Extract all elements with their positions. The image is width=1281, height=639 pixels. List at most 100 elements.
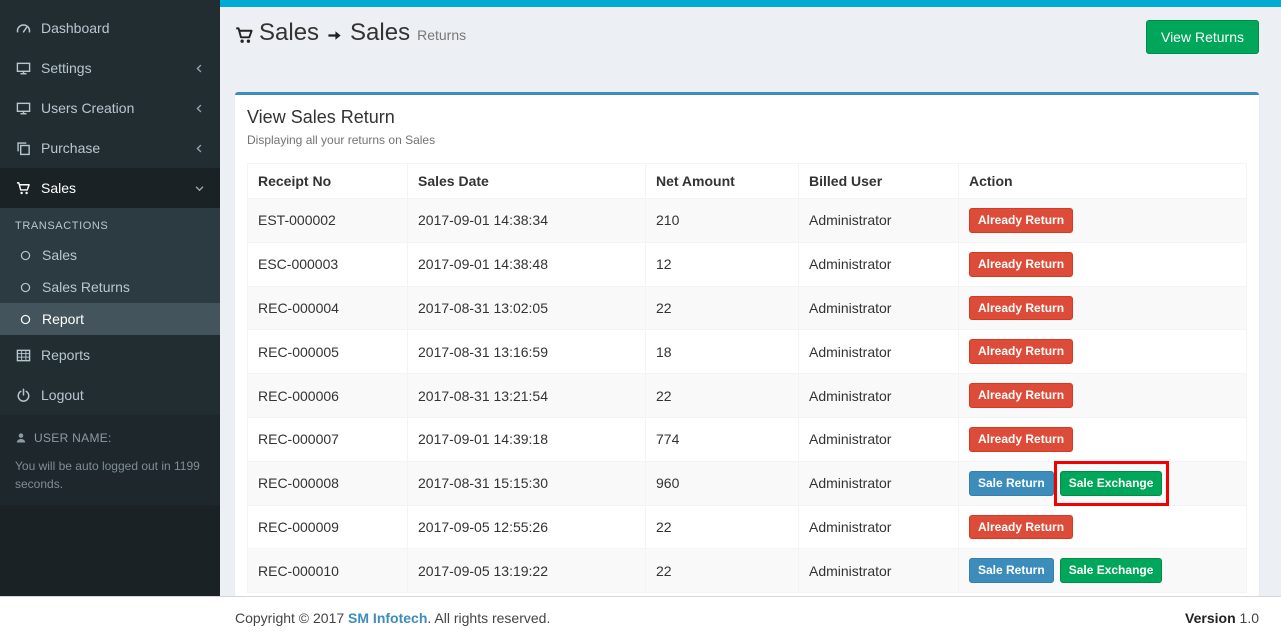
copyright-suffix: . All rights reserved.	[427, 610, 551, 626]
version-info: Version 1.0	[1185, 610, 1259, 626]
sidebar-item-sales[interactable]: Sales	[0, 168, 220, 208]
cell-action: Sale Return Sale Exchange	[958, 548, 1247, 594]
column-header-action: Action	[958, 163, 1247, 199]
cell-sales-date: 2017-08-31 13:21:54	[407, 373, 646, 418]
cell-sales-date: 2017-08-31 15:15:30	[407, 460, 646, 506]
cell-billed-user: Administrator	[798, 198, 959, 243]
cell-net-amount: 22	[645, 504, 799, 550]
cell-action: Already Return	[958, 285, 1247, 331]
arrow-right-icon	[327, 28, 342, 43]
table-icon	[15, 348, 32, 363]
view-returns-button[interactable]: View Returns	[1145, 20, 1259, 54]
table-row: REC-000005 2017-08-31 13:16:59 18 Admini…	[247, 329, 1247, 375]
cell-billed-user: Administrator	[798, 285, 959, 331]
sidebar-item-label: Reports	[41, 347, 91, 363]
cell-action: Already Return	[958, 198, 1247, 243]
column-header-net-amount: Net Amount	[645, 163, 799, 199]
sidebar-item-label: Sales Returns	[42, 279, 130, 295]
company-link[interactable]: SM Infotech	[348, 610, 428, 626]
user-panel: USER NAME: You will be auto logged out i…	[0, 415, 220, 505]
cart-icon	[235, 26, 254, 45]
cell-sales-date: 2017-09-01 14:38:34	[407, 198, 646, 243]
cell-net-amount: 210	[645, 198, 799, 243]
main-area: Sales Sales Returns View Returns View Sa…	[220, 0, 1281, 616]
chevron-left-icon	[194, 143, 205, 154]
sidebar-item-purchase[interactable]: Purchase	[0, 128, 220, 168]
cell-net-amount: 22	[645, 548, 799, 594]
sale-return-button[interactable]: Sale Return	[969, 558, 1054, 584]
cell-billed-user: Administrator	[798, 329, 959, 375]
sidebar-item-label: Logout	[41, 387, 84, 403]
cell-action: Already Return	[958, 329, 1247, 375]
sale-return-button[interactable]: Sale Return	[969, 470, 1054, 496]
sidebar-item-sales-returns[interactable]: Sales Returns	[0, 271, 220, 303]
version-number: 1.0	[1239, 610, 1259, 626]
chevron-left-icon	[194, 103, 205, 114]
card-body: Receipt No Sales Date Net Amount Billed …	[235, 151, 1259, 615]
content: View Sales Return Displaying all your re…	[220, 92, 1281, 616]
body-row: Dashboard Settings Users Creation	[0, 0, 1281, 616]
sidebar-item-dashboard[interactable]: Dashboard	[0, 8, 220, 48]
cell-receipt-no: REC-000005	[247, 329, 408, 375]
cell-receipt-no: REC-000009	[247, 504, 408, 550]
cell-action: Already Return	[958, 416, 1247, 462]
already-return-button[interactable]: Already Return	[969, 514, 1074, 540]
already-return-button[interactable]: Already Return	[969, 208, 1074, 233]
content-header: Sales Sales Returns View Returns	[220, 7, 1281, 54]
sidebar-item-reports[interactable]: Reports	[0, 335, 220, 375]
sales-return-card: View Sales Return Displaying all your re…	[235, 92, 1259, 616]
cell-receipt-no: REC-000008	[247, 460, 408, 506]
cell-action: Sale Return Sale Exchange	[958, 460, 1247, 506]
page-title: Sales	[350, 19, 411, 46]
table-row: REC-000009 2017-09-05 12:55:26 22 Admini…	[247, 504, 1247, 550]
sidebar-item-settings[interactable]: Settings	[0, 48, 220, 88]
column-header-receipt-no: Receipt No	[247, 163, 408, 199]
sidebar-item-label: Dashboard	[41, 20, 110, 36]
cell-receipt-no: REC-000004	[247, 285, 408, 331]
cell-sales-date: 2017-09-01 14:38:48	[407, 241, 646, 287]
card-subtitle: Displaying all your returns on Sales	[247, 133, 436, 147]
table-header-row: Receipt No Sales Date Net Amount Billed …	[247, 163, 1247, 199]
sidebar-item-sales-transaction[interactable]: Sales	[0, 239, 220, 271]
table-row: REC-000010 2017-09-05 13:19:22 22 Admini…	[247, 548, 1247, 594]
cell-sales-date: 2017-08-31 13:16:59	[407, 329, 646, 375]
sidebar-item-label: Sales	[42, 247, 78, 263]
sidebar-item-label: Report	[42, 311, 85, 327]
desktop-icon	[15, 101, 32, 116]
sidebar-item-report[interactable]: Report	[0, 303, 220, 335]
sidebar-nav: Dashboard Settings Users Creation	[0, 0, 220, 415]
sidebar-item-label: Users Creation	[41, 100, 135, 116]
power-icon	[15, 387, 32, 403]
cell-action: Already Return	[958, 504, 1247, 550]
table-row: REC-000008 2017-08-31 15:15:30 960 Admin…	[247, 460, 1247, 506]
cell-billed-user: Administrator	[798, 416, 959, 462]
annotation-highlight-box: Sale Exchange	[1053, 460, 1170, 506]
already-return-button[interactable]: Already Return	[969, 339, 1074, 365]
already-return-button[interactable]: Already Return	[969, 383, 1074, 408]
cell-action: Already Return	[958, 373, 1247, 418]
sidebar-item-users-creation[interactable]: Users Creation	[0, 88, 220, 128]
sale-exchange-button[interactable]: Sale Exchange	[1059, 558, 1163, 584]
top-accent-bar	[220, 0, 1281, 7]
sidebar-item-label: Sales	[41, 180, 77, 196]
table-row: EST-000002 2017-09-01 14:38:34 210 Admin…	[247, 198, 1247, 243]
sidebar-item-label: Purchase	[41, 140, 101, 156]
breadcrumb: Sales Sales Returns	[235, 19, 466, 46]
cell-billed-user: Administrator	[798, 373, 959, 418]
cell-receipt-no: REC-000007	[247, 416, 408, 462]
copyright-prefix: Copyright © 2017	[235, 610, 345, 626]
already-return-button[interactable]: Already Return	[969, 426, 1074, 452]
sale-exchange-button[interactable]: Sale Exchange	[1059, 470, 1163, 496]
cell-receipt-no: ESC-000003	[247, 241, 408, 287]
cell-sales-date: 2017-08-31 13:02:05	[407, 285, 646, 331]
sidebar-item-logout[interactable]: Logout	[0, 375, 220, 415]
dashboard-icon	[15, 21, 32, 36]
sidebar-item-label: Settings	[41, 60, 92, 76]
already-return-button[interactable]: Already Return	[969, 251, 1074, 277]
cell-billed-user: Administrator	[798, 241, 959, 287]
already-return-button[interactable]: Already Return	[969, 295, 1074, 321]
cell-action: Already Return	[958, 241, 1247, 287]
chevron-left-icon	[194, 63, 205, 74]
auto-logout-note: You will be auto logged out in 1199 seco…	[15, 459, 200, 491]
circle-icon	[18, 281, 33, 294]
